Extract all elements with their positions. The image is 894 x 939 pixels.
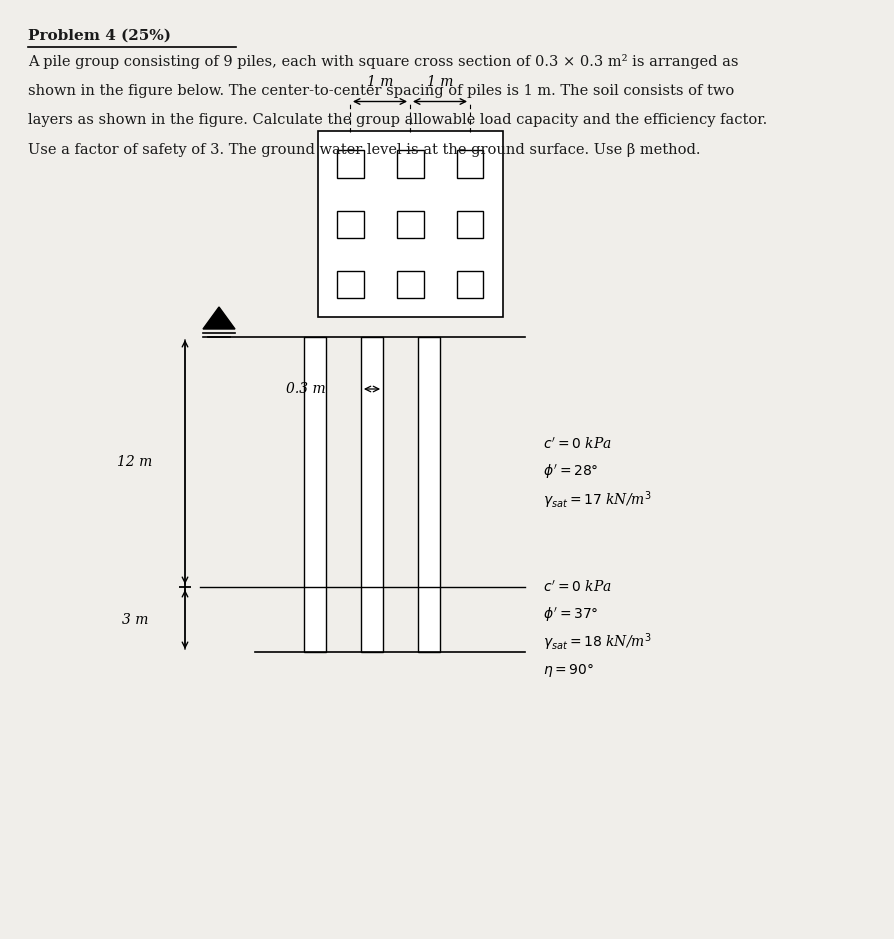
Text: 1 m: 1 m <box>426 75 453 89</box>
Bar <box>397 150 424 177</box>
Text: shown in the figure below. The center-to-center spacing of piles is 1 m. The soi: shown in the figure below. The center-to… <box>28 84 734 98</box>
Text: A pile group consisting of 9 piles, each with square cross section of 0.3 × 0.3 : A pile group consisting of 9 piles, each… <box>28 54 738 69</box>
Text: layers as shown in the figure. Calculate the group allowable load capacity and t: layers as shown in the figure. Calculate… <box>28 113 767 127</box>
Text: $\phi'= 37°$: $\phi'= 37°$ <box>543 606 599 623</box>
Bar <box>457 210 484 238</box>
Bar <box>397 270 424 298</box>
Text: 3 m: 3 m <box>122 612 148 626</box>
Text: Use a factor of safety of 3. The ground water level is at the ground surface. Us: Use a factor of safety of 3. The ground … <box>28 143 701 157</box>
Bar <box>418 337 440 652</box>
Text: 1 m: 1 m <box>367 75 393 89</box>
Bar <box>336 270 364 298</box>
Text: Problem 4 (25%): Problem 4 (25%) <box>28 29 171 43</box>
Bar <box>457 150 484 177</box>
Text: $\gamma_{sat}= 18$ kN/m$^3$: $\gamma_{sat}= 18$ kN/m$^3$ <box>543 632 652 654</box>
Bar <box>336 150 364 177</box>
Bar <box>361 337 383 652</box>
Text: $c'= 0$ kPa: $c'= 0$ kPa <box>543 437 611 452</box>
Bar <box>304 337 326 652</box>
Text: $\gamma_{sat}= 17$ kN/m$^3$: $\gamma_{sat}= 17$ kN/m$^3$ <box>543 489 652 511</box>
Polygon shape <box>203 307 235 329</box>
Bar <box>336 210 364 238</box>
Text: 0.3 m: 0.3 m <box>286 382 325 396</box>
Text: $\eta= 90°$: $\eta= 90°$ <box>543 662 595 679</box>
Bar <box>457 270 484 298</box>
Text: $\phi'= 28°$: $\phi'= 28°$ <box>543 463 599 481</box>
Text: $c'= 0$ kPa: $c'= 0$ kPa <box>543 580 611 595</box>
Text: 12 m: 12 m <box>117 455 153 469</box>
Bar <box>397 210 424 238</box>
Bar <box>317 131 502 316</box>
